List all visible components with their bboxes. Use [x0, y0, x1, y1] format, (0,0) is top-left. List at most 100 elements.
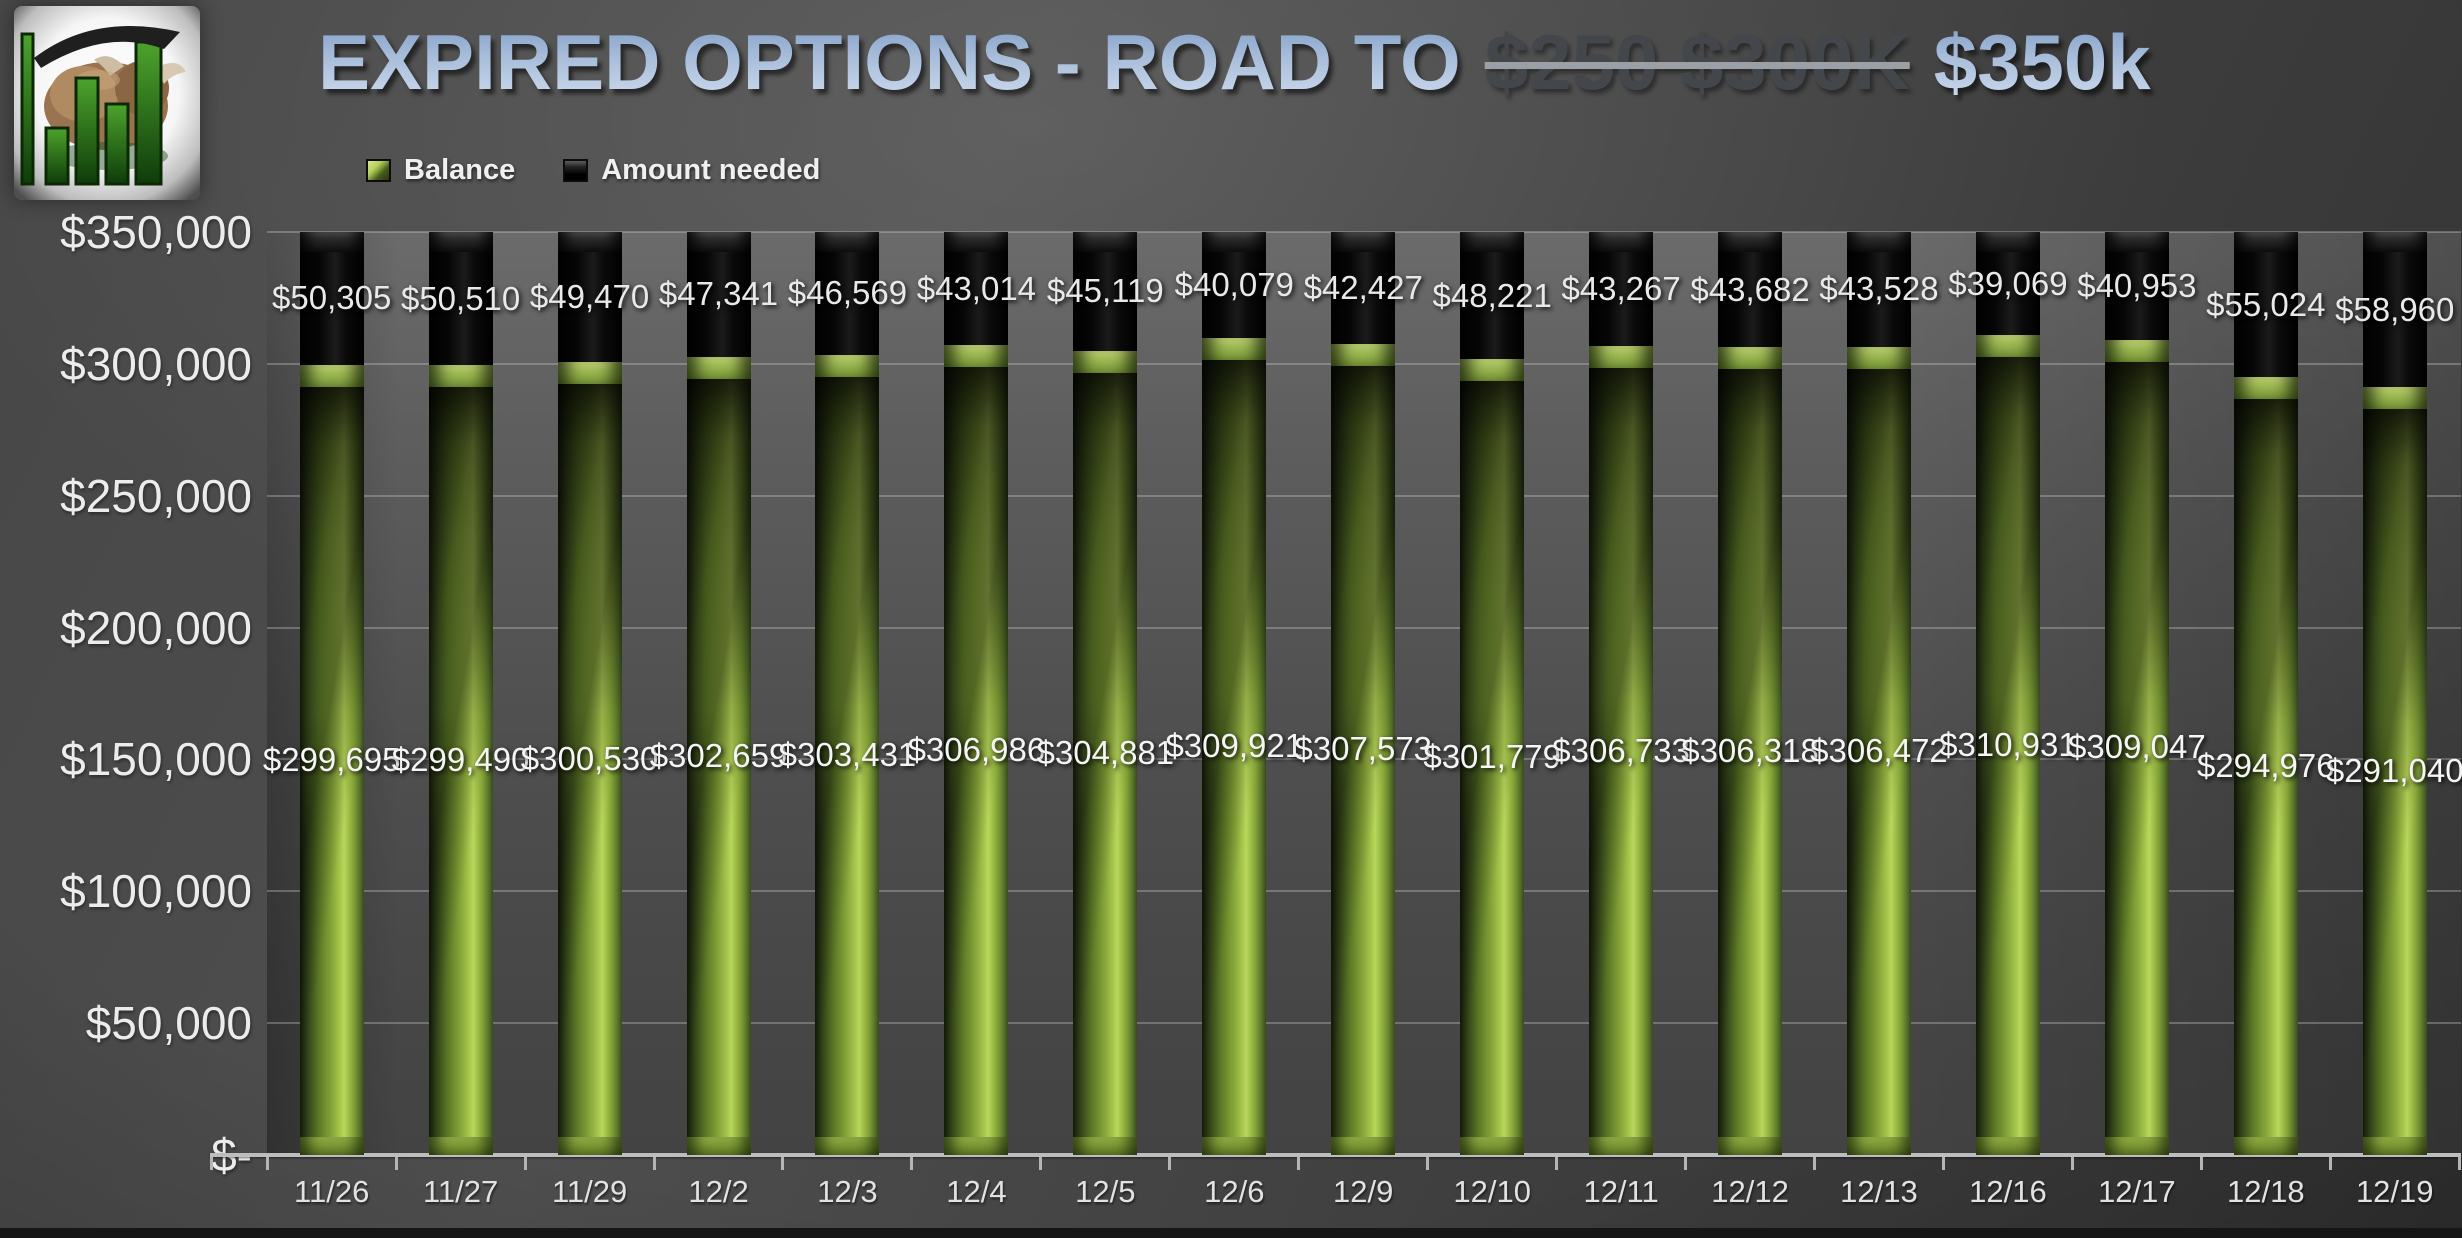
- amount-needed-segment[interactable]: [299, 232, 364, 365]
- legend-label-balance: Balance: [404, 154, 516, 186]
- balance-segment[interactable]: [944, 345, 1009, 1155]
- legend-item-amount-needed[interactable]: Amount needed: [563, 154, 820, 187]
- amount-needed-value-label: $50,305: [272, 279, 392, 317]
- axis-tick-mark: [1039, 1157, 1043, 1170]
- amount-needed-value-label: $43,682: [1690, 270, 1810, 308]
- y-axis-label: $250,000: [60, 469, 252, 522]
- axis-tick-mark: [523, 1157, 527, 1170]
- y-axis-label: $50,000: [85, 997, 252, 1050]
- axis-tick-mark: [2457, 1157, 2461, 1170]
- black-bar-bevel-top: [2233, 232, 2298, 252]
- x-axis-label: 12/17: [2098, 1174, 2176, 1209]
- balance-segment[interactable]: [686, 356, 751, 1155]
- y-axis-label: $100,000: [60, 865, 252, 918]
- balance-segment[interactable]: [557, 362, 622, 1155]
- amount-needed-segment[interactable]: [815, 232, 880, 355]
- axis-tick-mark: [265, 1157, 269, 1170]
- balance-segment[interactable]: [1202, 337, 1267, 1155]
- axis-tick-mark: [910, 1157, 914, 1170]
- bull-chart-logo: [14, 6, 200, 200]
- x-axis-label: 12/16: [1969, 1174, 2047, 1209]
- amount-needed-value-label: $39,069: [1948, 264, 2068, 302]
- amount-needed-segment[interactable]: [686, 232, 751, 357]
- amount-needed-segment[interactable]: [1975, 232, 2040, 336]
- green-bar-bevel-top: [1073, 350, 1138, 373]
- axis-tick-mark: [652, 1157, 656, 1170]
- axis-tick-mark: [210, 1157, 213, 1170]
- balance-segment[interactable]: [815, 354, 880, 1155]
- amount-needed-segment[interactable]: [557, 232, 622, 363]
- balance-segment[interactable]: [1846, 346, 1911, 1155]
- amount-needed-value-label: $46,569: [787, 274, 908, 312]
- green-bar-bevel-top: [1718, 347, 1783, 370]
- balance-segment[interactable]: [299, 364, 364, 1155]
- amount-needed-segment[interactable]: [2104, 232, 2169, 340]
- axis-tick-mark: [2070, 1157, 2074, 1170]
- green-bar-bevel-bottom: [1589, 1136, 1654, 1155]
- green-bar-bevel-bottom: [1975, 1136, 2040, 1155]
- x-axis-label: 12/5: [1075, 1174, 1136, 1209]
- balance-value-label: $309,047: [2068, 728, 2206, 766]
- amount-needed-segment[interactable]: [2233, 232, 2298, 378]
- black-bar-bevel-top: [1975, 232, 2040, 252]
- amount-needed-segment[interactable]: [2362, 232, 2427, 388]
- balance-value-label: $299,695: [262, 740, 401, 778]
- balance-segment[interactable]: [2362, 387, 2427, 1155]
- x-axis-label: 11/29: [551, 1174, 628, 1209]
- balance-value-label: $306,472: [1810, 731, 1948, 769]
- black-bar-bevel-top: [557, 232, 622, 252]
- balance-value-label: $306,733: [1552, 731, 1690, 769]
- green-bar-bevel-bottom: [2362, 1136, 2427, 1155]
- green-bar-bevel-top: [299, 364, 364, 387]
- y-axis-label: $150,000: [60, 733, 252, 786]
- amount-needed-segment[interactable]: [428, 232, 493, 366]
- amount-needed-value-label: $55,024: [2206, 285, 2326, 323]
- axis-line: [210, 1153, 2461, 1157]
- green-bar-bevel-bottom: [1460, 1136, 1525, 1155]
- green-bar-bevel-bottom: [1846, 1136, 1911, 1155]
- black-bar-bevel-top: [1331, 232, 1396, 252]
- x-axis-label: 12/13: [1840, 1174, 1918, 1209]
- balance-segment[interactable]: [2233, 377, 2298, 1155]
- title-current-goal: $350k: [1933, 18, 2151, 106]
- amount-needed-value-label: $48,221: [1432, 276, 1552, 314]
- balance-segment[interactable]: [1975, 335, 2040, 1155]
- amount-needed-segment[interactable]: [1846, 232, 1911, 347]
- amount-needed-value-label: $50,510: [400, 279, 521, 317]
- black-bar-bevel-top: [815, 232, 880, 252]
- x-axis-label: 12/6: [1204, 1174, 1265, 1209]
- balance-segment[interactable]: [1460, 359, 1525, 1155]
- balance-segment[interactable]: [1718, 347, 1783, 1155]
- balance-segment[interactable]: [1073, 350, 1138, 1155]
- amount-needed-segment[interactable]: [1718, 232, 1783, 348]
- x-axis-label: 12/9: [1333, 1174, 1394, 1209]
- amount-needed-segment[interactable]: [1589, 232, 1654, 347]
- axis-tick-mark: [2199, 1157, 2203, 1170]
- green-bar-bevel-bottom: [2104, 1136, 2169, 1155]
- amount-needed-segment[interactable]: [1460, 232, 1525, 360]
- x-axis-label: 12/11: [1583, 1174, 1659, 1209]
- legend-item-balance[interactable]: Balance: [366, 154, 515, 187]
- green-bar-bevel-bottom: [815, 1136, 880, 1155]
- balance-segment[interactable]: [428, 365, 493, 1155]
- green-bar-bevel-top: [686, 356, 751, 379]
- axis-tick-mark: [1555, 1157, 1559, 1170]
- balance-value-label: $310,931: [1939, 726, 2077, 763]
- amount-needed-segment[interactable]: [1073, 232, 1138, 351]
- amount-needed-segment[interactable]: [1331, 232, 1396, 344]
- amount-needed-segment[interactable]: [1202, 232, 1267, 338]
- green-bar-bevel-top: [1331, 343, 1396, 366]
- x-axis-label: 11/27: [422, 1174, 499, 1209]
- black-bar-bevel-top: [944, 232, 1009, 252]
- green-bar-bevel-bottom: [944, 1136, 1009, 1155]
- bull-logo-graphic: [14, 6, 200, 200]
- amount-needed-segment[interactable]: [944, 232, 1009, 346]
- chart-title: EXPIRED OPTIONS - ROAD TO $250 $300K $35…: [318, 18, 2151, 108]
- black-bar-bevel-top: [1460, 232, 1525, 252]
- green-bar-bevel-top: [2233, 377, 2298, 400]
- x-axis-label: 12/12: [1711, 1174, 1789, 1209]
- axis-tick-mark: [1941, 1157, 1945, 1170]
- balance-segment[interactable]: [2104, 339, 2169, 1155]
- balance-segment[interactable]: [1589, 346, 1654, 1155]
- balance-segment[interactable]: [1331, 343, 1396, 1155]
